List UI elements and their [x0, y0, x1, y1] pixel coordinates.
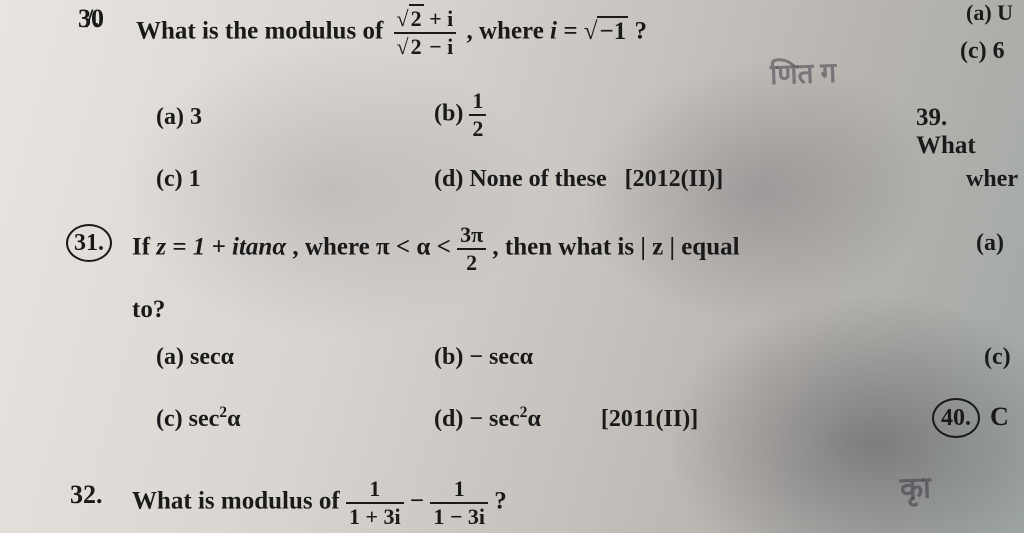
q30-opt-b-den: 2	[469, 116, 486, 140]
q31-pre: If	[132, 234, 156, 261]
q30-num-rad: 2	[409, 4, 424, 31]
q31-ineq-num: 3π	[457, 224, 486, 248]
q31-line2: to?	[132, 296, 165, 323]
q30-text-post: , where	[467, 18, 551, 45]
q30-opt-d: (d) None of these	[434, 166, 607, 192]
watermark-1: णित ग	[769, 53, 837, 93]
q31-opt-b: (b) − secα	[434, 344, 533, 370]
q30-i-eq: i =	[550, 18, 584, 45]
q30-opt-b-num: 1	[469, 90, 486, 114]
q32-f2-den: 1 − 3i	[430, 504, 488, 528]
q32-f1-num: 1	[366, 478, 383, 502]
q30-opt-c: (c) 1	[156, 166, 201, 192]
q31-ineq-den: 2	[463, 250, 480, 274]
q31-tag: [2011(II)]	[601, 406, 698, 432]
right-q40-circled: 40.	[932, 398, 980, 438]
right-what: What	[916, 132, 976, 159]
q31-post: , then what is | z | equal	[492, 234, 739, 261]
q30-den-rad: 2	[409, 32, 424, 59]
q30-text-pre: What is the modulus of	[136, 18, 390, 45]
right-q39: 39.	[916, 104, 947, 131]
q31-eq: z = 1 + itanα	[156, 234, 286, 261]
q30-num-b: + i	[424, 6, 454, 31]
q31-opt-a: (a) secα	[156, 344, 234, 370]
q30-opt-a: (a) 3	[156, 104, 202, 130]
q30-qmark: ?	[634, 18, 647, 45]
q30-fraction: 2 + i 2 − i	[394, 8, 457, 58]
q30-tag: [2012(II)]	[625, 166, 724, 192]
q32-text: What is modulus of	[132, 488, 346, 515]
watermark-2: कृा	[899, 465, 931, 507]
q30-den-b: − i	[424, 34, 454, 59]
q32-f1-den: 1 + 3i	[346, 504, 404, 528]
q32-f2-num: 1	[451, 478, 468, 502]
q31-opt-d-l: (d) − sec	[434, 406, 520, 432]
q31-opt-c-l: (c) sec	[156, 406, 219, 432]
q31-opt-c-e: 2	[219, 404, 227, 421]
q32-minus: −	[410, 488, 431, 515]
right-wher: wher	[966, 166, 1018, 192]
right-C: C	[990, 402, 1009, 431]
q30-i-val: −1	[597, 16, 628, 45]
q31-mid: , where	[292, 234, 376, 261]
q32-number: 32.	[70, 480, 103, 509]
q31-number-circled: 31.	[66, 224, 112, 262]
right-c: (c)	[984, 344, 1011, 370]
q31-opt-c-r: α	[227, 406, 240, 432]
right-c6: (c) 6	[960, 38, 1005, 64]
q32-qmark: ?	[494, 488, 507, 515]
q31-opt-d-r: α	[527, 406, 540, 432]
q31-ineq-l: π < α <	[376, 234, 457, 261]
right-a: (a)	[976, 230, 1004, 256]
right-au: (a) U	[966, 0, 1013, 25]
q30-opt-b-label: (b)	[434, 101, 469, 127]
